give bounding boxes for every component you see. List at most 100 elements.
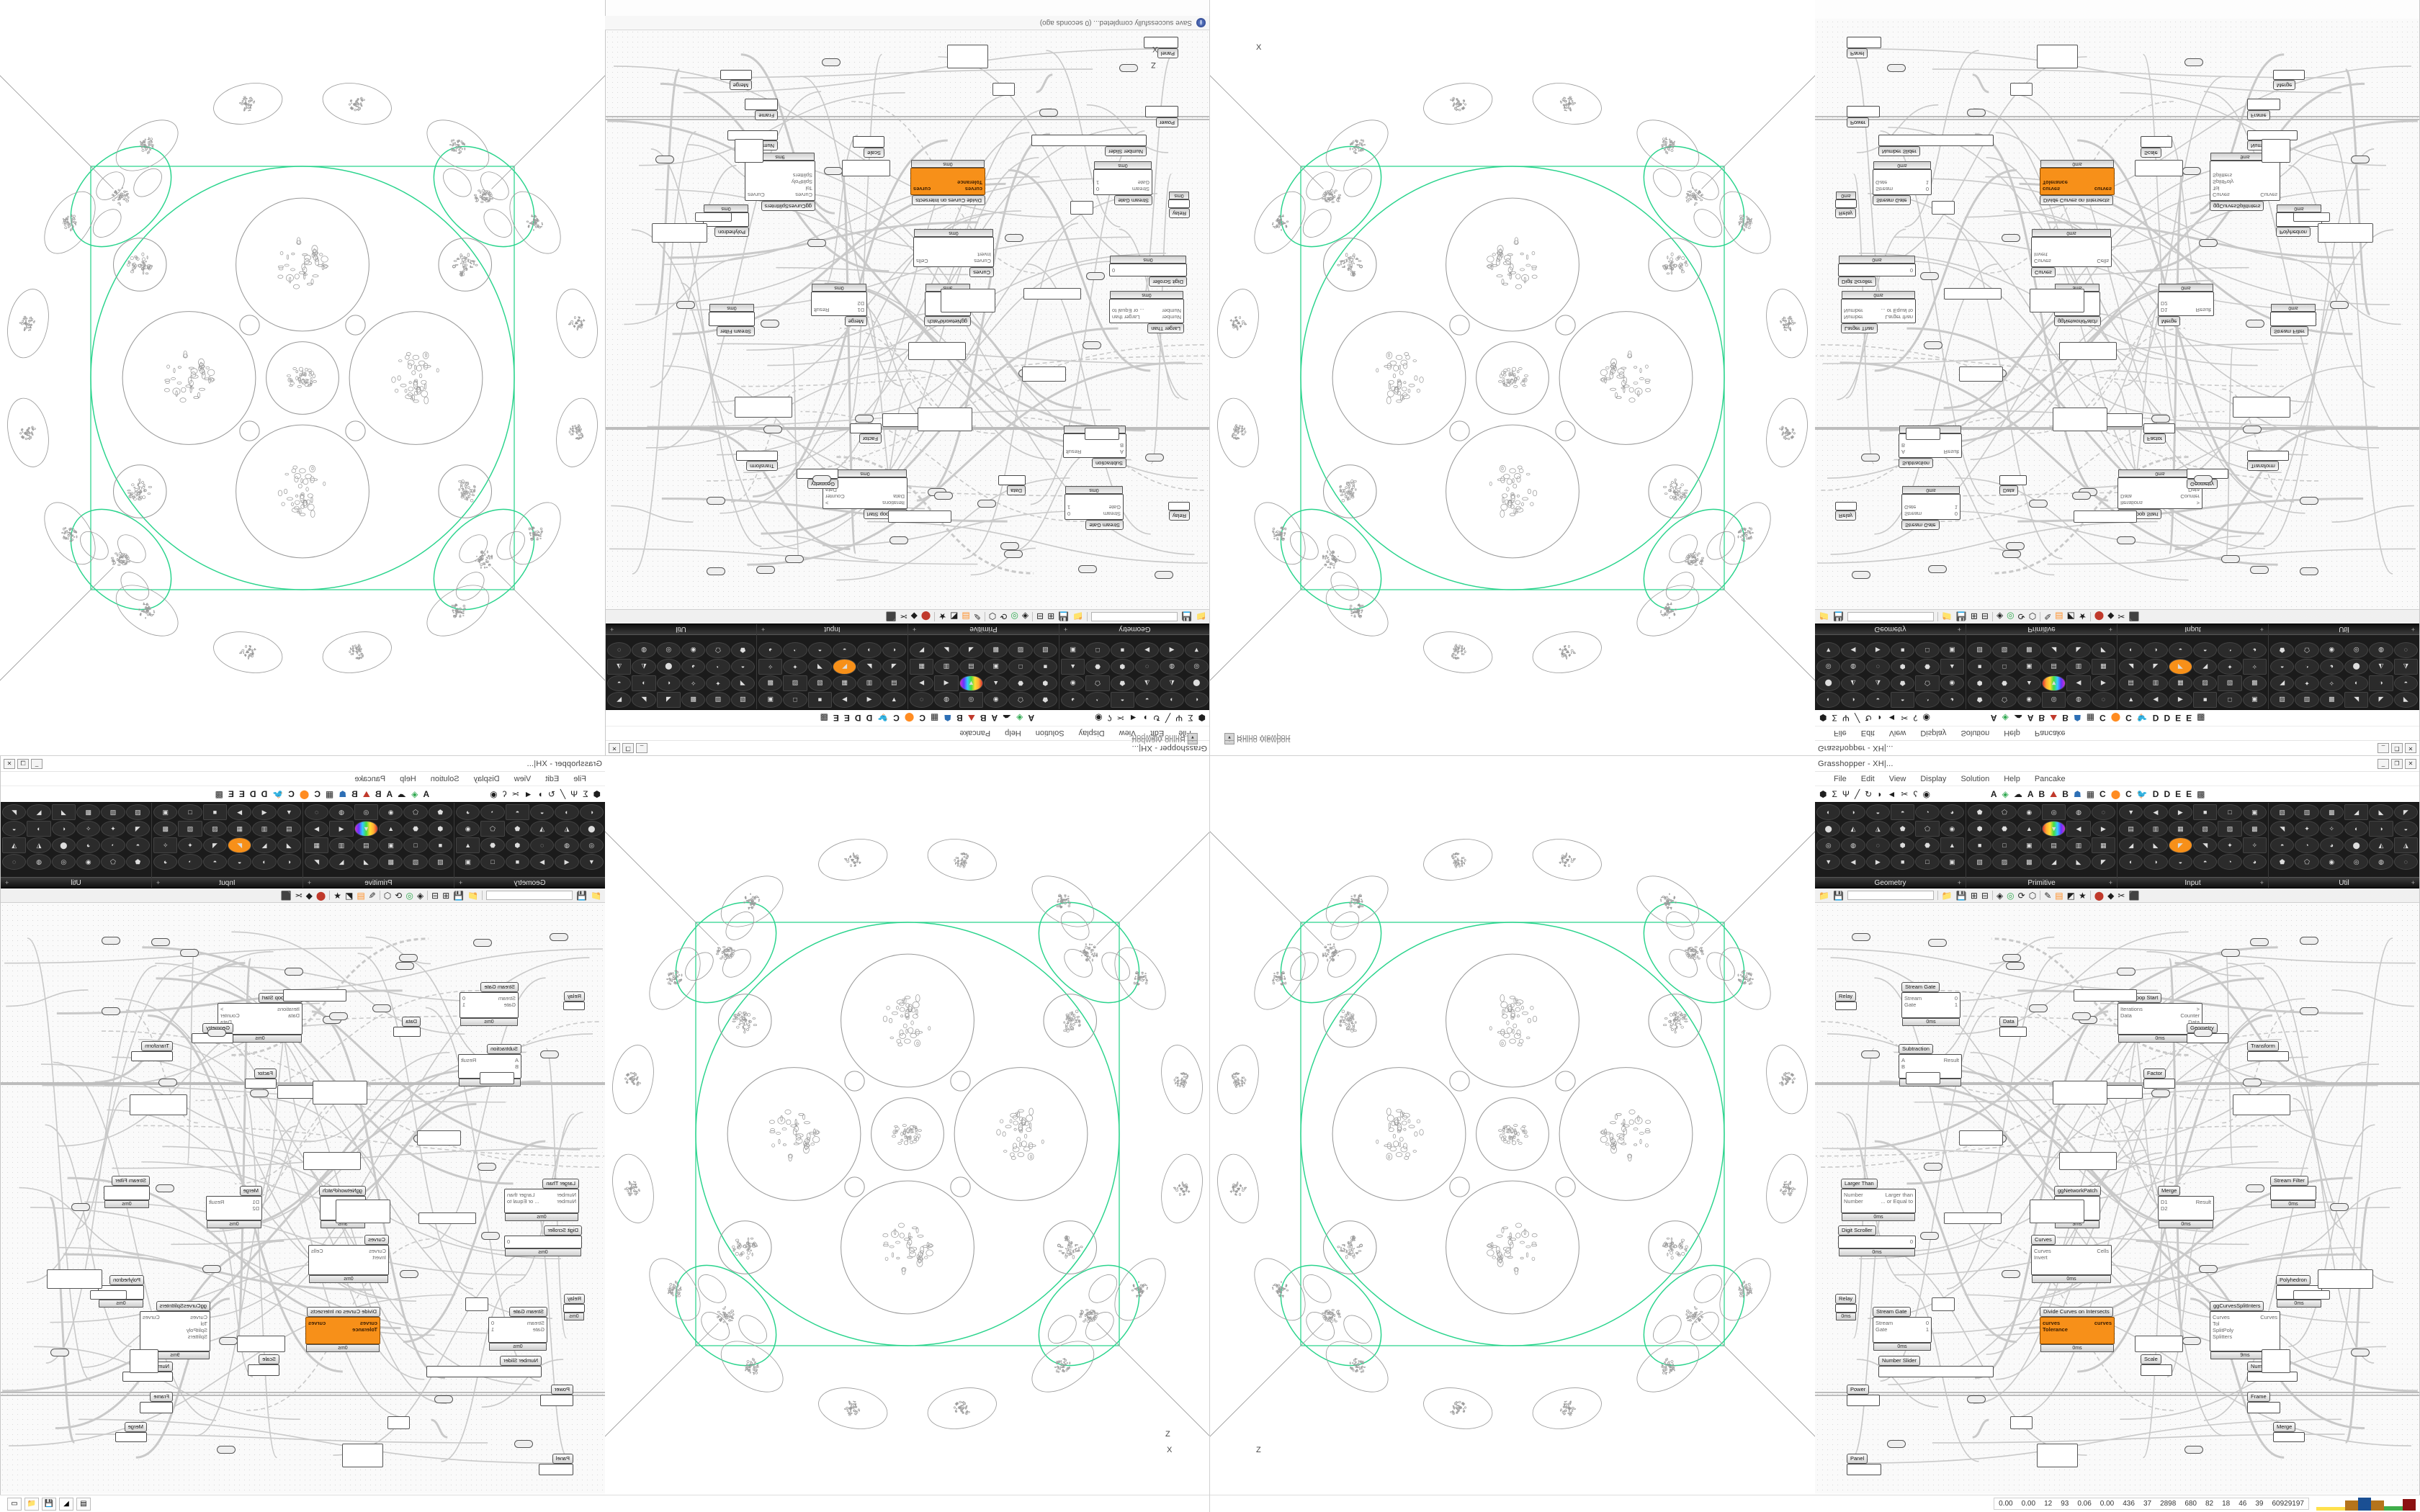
component-button[interactable]: ◀ [252,804,277,820]
component-button[interactable]: ◎ [959,692,984,708]
gh-input-port[interactable]: Stream [1131,185,1150,192]
component-button[interactable]: ◑ [555,804,579,820]
component-button[interactable]: ◥ [730,675,755,691]
gh-component[interactable]: 0 0ms [1838,256,1916,276]
gh-output-port[interactable]: 0 [1096,185,1100,192]
component-button[interactable]: ◕ [153,854,178,870]
gh-panel[interactable] [312,1081,368,1105]
gh-component[interactable] [248,1364,279,1376]
menu-item-help[interactable]: Help [2004,774,2020,783]
component-button[interactable]: ▼ [2041,675,2066,691]
gh-input-port[interactable]: Stream [1904,994,1922,1002]
component-button[interactable]: ◐ [51,821,76,837]
gh-relay[interactable] [1082,341,1101,349]
ribbon-tab-glyph-2[interactable]: ☁ [1003,713,1012,724]
ribbon-glyph-6[interactable]: ◄ [1887,788,1896,799]
menu-item-display[interactable]: Display [1920,729,1947,738]
component-button[interactable]: ⬢ [1890,837,1915,853]
canvas-tool-icon-5[interactable]: ◎ [2007,890,2015,901]
component-button[interactable]: ⬢ [428,821,452,837]
ribbon-tab-glyph-2[interactable]: ☁ [2013,713,2022,724]
component-button[interactable]: ▨ [1008,642,1033,658]
component-button[interactable]: ▨ [783,675,807,691]
menu-item-solution[interactable]: Solution [1035,729,1065,738]
gh-panel[interactable] [2135,160,2184,177]
component-button[interactable]: ◤ [2168,659,2192,675]
gh-component[interactable] [2247,1050,2289,1061]
component-button[interactable]: ◢ [51,804,76,820]
gh-component[interactable]: curves Tolerance curves 0ms [910,159,985,195]
gh-panel[interactable] [418,1212,477,1224]
component-button[interactable]: ⬟ [2270,854,2295,870]
component-button[interactable]: ◀ [934,675,959,691]
component-button[interactable]: ◤ [2393,692,2418,708]
ribbon-tab-glyph-10[interactable]: ⬤ [2110,713,2121,724]
gh-output-port[interactable]: 1 [1954,504,1958,511]
gh-panel[interactable] [2030,1200,2085,1224]
window-controls[interactable]: _ ❐ ✕ [4,758,42,769]
component-button[interactable]: ◓ [1890,804,1915,820]
ribbon-glyph-2[interactable]: Ψ [1842,788,1850,799]
gh-relay[interactable] [2072,491,2092,500]
component-button[interactable]: ◤ [2091,642,2115,658]
component-button[interactable]: ▲ [456,837,480,853]
canvas-tool-icon-11[interactable]: ★ [2078,611,2087,622]
component-button[interactable]: ▥ [857,675,882,691]
gh-relay[interactable] [2198,1264,2218,1273]
doc-icon[interactable]: ▭ [7,1497,22,1511]
canvas-tool-icon-12[interactable]: ⬤ [2094,611,2105,622]
component-panel-group-primitive[interactable]: ⬟ ⬠ ◉ ◎ ◍ ◌ ⬢ ⬣ ▲ ▼ ◀ ▶ ■ □ ▣ ▤ ▥ ▦ ▧ ▨ ▩ ◢ ◣ ◤ Primitive + [908,624,1059,709]
component-button[interactable]: ▼ [2119,692,2143,708]
component-panel-group-geometry[interactable]: ◐ ◑ ◒ ◓ ◔ ◕ ⬤ ◭ ◮ ⬟ ⬠ ◉ ◎ ◍ ◌ ⬢ ⬣ ▲ ▼ ◀ ▶ ■ □ ▣ Geometry + [1815,624,1966,709]
gh-input-port[interactable]: Gate [1904,1001,1917,1008]
component-button[interactable]: ◎ [2041,804,2066,820]
gh-component[interactable]: Stream Gate 0 1 0ms [1901,486,1960,521]
image-icon[interactable]: ◢ [59,1497,73,1511]
component-button[interactable]: ▩ [76,804,101,820]
component-panel-group-input[interactable]: ▼ ◀ ▶ ■ □ ▣ ▤ ▥ ▦ ▧ ▨ ▩ ◢ ◣ ◤ ◥ ✦ ✧ ◐ ◑ ◒ ◓ ◔ ◕ Input + [2118,624,2269,709]
gh-input-port[interactable]: Tol [2213,1320,2220,1327]
component-button[interactable]: ▲ [1940,659,1964,675]
gh-relay[interactable] [1004,549,1023,558]
ribbon-tab-glyph-14[interactable]: D [854,713,861,724]
component-button[interactable]: ▼ [354,821,379,837]
component-button[interactable]: ◮ [607,659,632,675]
gh-component[interactable]: 0ms [2270,1185,2316,1208]
gh-panel[interactable] [1943,1212,2002,1224]
component-button[interactable]: ▼ [1816,854,1841,870]
maximize-button[interactable]: ❐ [622,743,634,754]
canvas-tool-icon-12[interactable]: ⬤ [2094,890,2105,901]
gh-panel[interactable] [387,1416,410,1430]
gh-relay[interactable] [2243,425,2262,433]
expander-icon[interactable]: + [1957,626,1961,633]
gh-relay[interactable] [395,962,414,971]
component-button[interactable]: ⬠ [1992,692,2017,708]
component-button[interactable]: ▲ [984,675,1008,691]
gh-relay[interactable] [540,1050,560,1058]
component-button[interactable]: ▣ [456,854,480,870]
canvas-tool-icon-1[interactable]: 💾 [1955,611,1967,622]
ribbon-glyph-5[interactable]: ◗ [1877,788,1883,799]
gh-component[interactable] [850,423,882,434]
gh-relay[interactable] [1887,1439,1906,1448]
component-button[interactable]: ◤ [2168,837,2192,853]
gh-component[interactable]: Curves Invert Cells 0ms [308,1244,389,1283]
rhino-viewport-br[interactable] [1210,756,1815,1512]
component-button[interactable]: ⬠ [1992,804,2017,820]
gh-output-port[interactable]: Counter [2180,1012,2200,1019]
component-button[interactable]: ◓ [2192,642,2218,658]
gh-input-port[interactable]: Iterations [2120,500,2143,507]
gh-input-port[interactable]: Gate [1876,179,1888,186]
gh-input-port[interactable]: curves [359,1320,377,1327]
component-button[interactable]: ◎ [1816,837,1841,853]
gh-relay[interactable] [2299,497,2318,505]
ribbon-tab-glyph-13[interactable]: D [261,788,268,799]
canvas-tool-icon-15[interactable]: ⬛ [885,611,897,622]
gh-component[interactable] [1144,36,1178,48]
component-button[interactable]: ✧ [2242,659,2267,675]
gh-output-port[interactable]: Cells [916,258,928,265]
gh-relay[interactable] [207,1029,226,1038]
rhino-viewport-tr[interactable] [1210,0,1815,756]
gh-input-port[interactable]: Curves [2034,258,2051,265]
component-button[interactable]: ◢ [882,659,906,675]
